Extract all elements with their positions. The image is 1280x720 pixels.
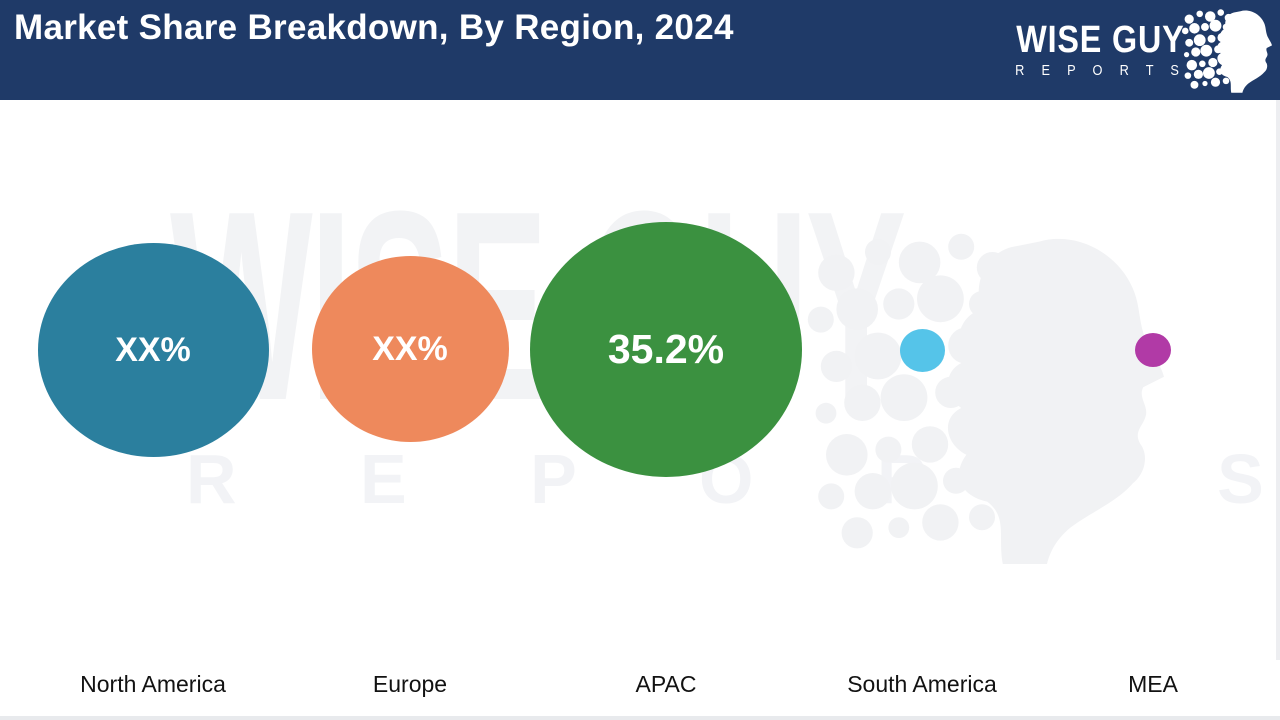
bubble-mea bbox=[1135, 333, 1171, 367]
watermark-head-icon bbox=[807, 233, 1164, 564]
category-label-europe: Europe bbox=[372, 671, 448, 697]
header-bar: Market Share Breakdown, By Region, 2024 … bbox=[0, 0, 1280, 100]
bottom-edge-strip bbox=[0, 716, 1280, 720]
bubble-value-label: XX% bbox=[372, 329, 448, 368]
bubble-apac: 35.2% bbox=[530, 221, 802, 477]
bubble-north-america: XX% bbox=[37, 243, 269, 457]
brand-head-icon bbox=[1181, 9, 1272, 93]
bubble-value-label: 35.2% bbox=[607, 325, 725, 372]
page-title: Market Share Breakdown, By Region, 2024 bbox=[14, 8, 734, 47]
category-label-apac: APAC bbox=[635, 671, 697, 697]
brand-subtitle: R E P O R T S bbox=[1015, 61, 1186, 79]
category-label-north-america: North America bbox=[80, 671, 226, 697]
bubble-south-america bbox=[899, 328, 945, 372]
category-label-south-america: South America bbox=[847, 671, 997, 697]
brand-name: WISE GUY bbox=[1016, 19, 1185, 62]
bubble-value-label: XX% bbox=[115, 330, 191, 369]
brand-logo: WISE GUY R E P O R T S bbox=[985, 4, 1272, 96]
bubble-europe: XX% bbox=[311, 256, 509, 442]
category-label-mea: MEA bbox=[1128, 671, 1178, 697]
right-edge-strip bbox=[1276, 100, 1280, 660]
